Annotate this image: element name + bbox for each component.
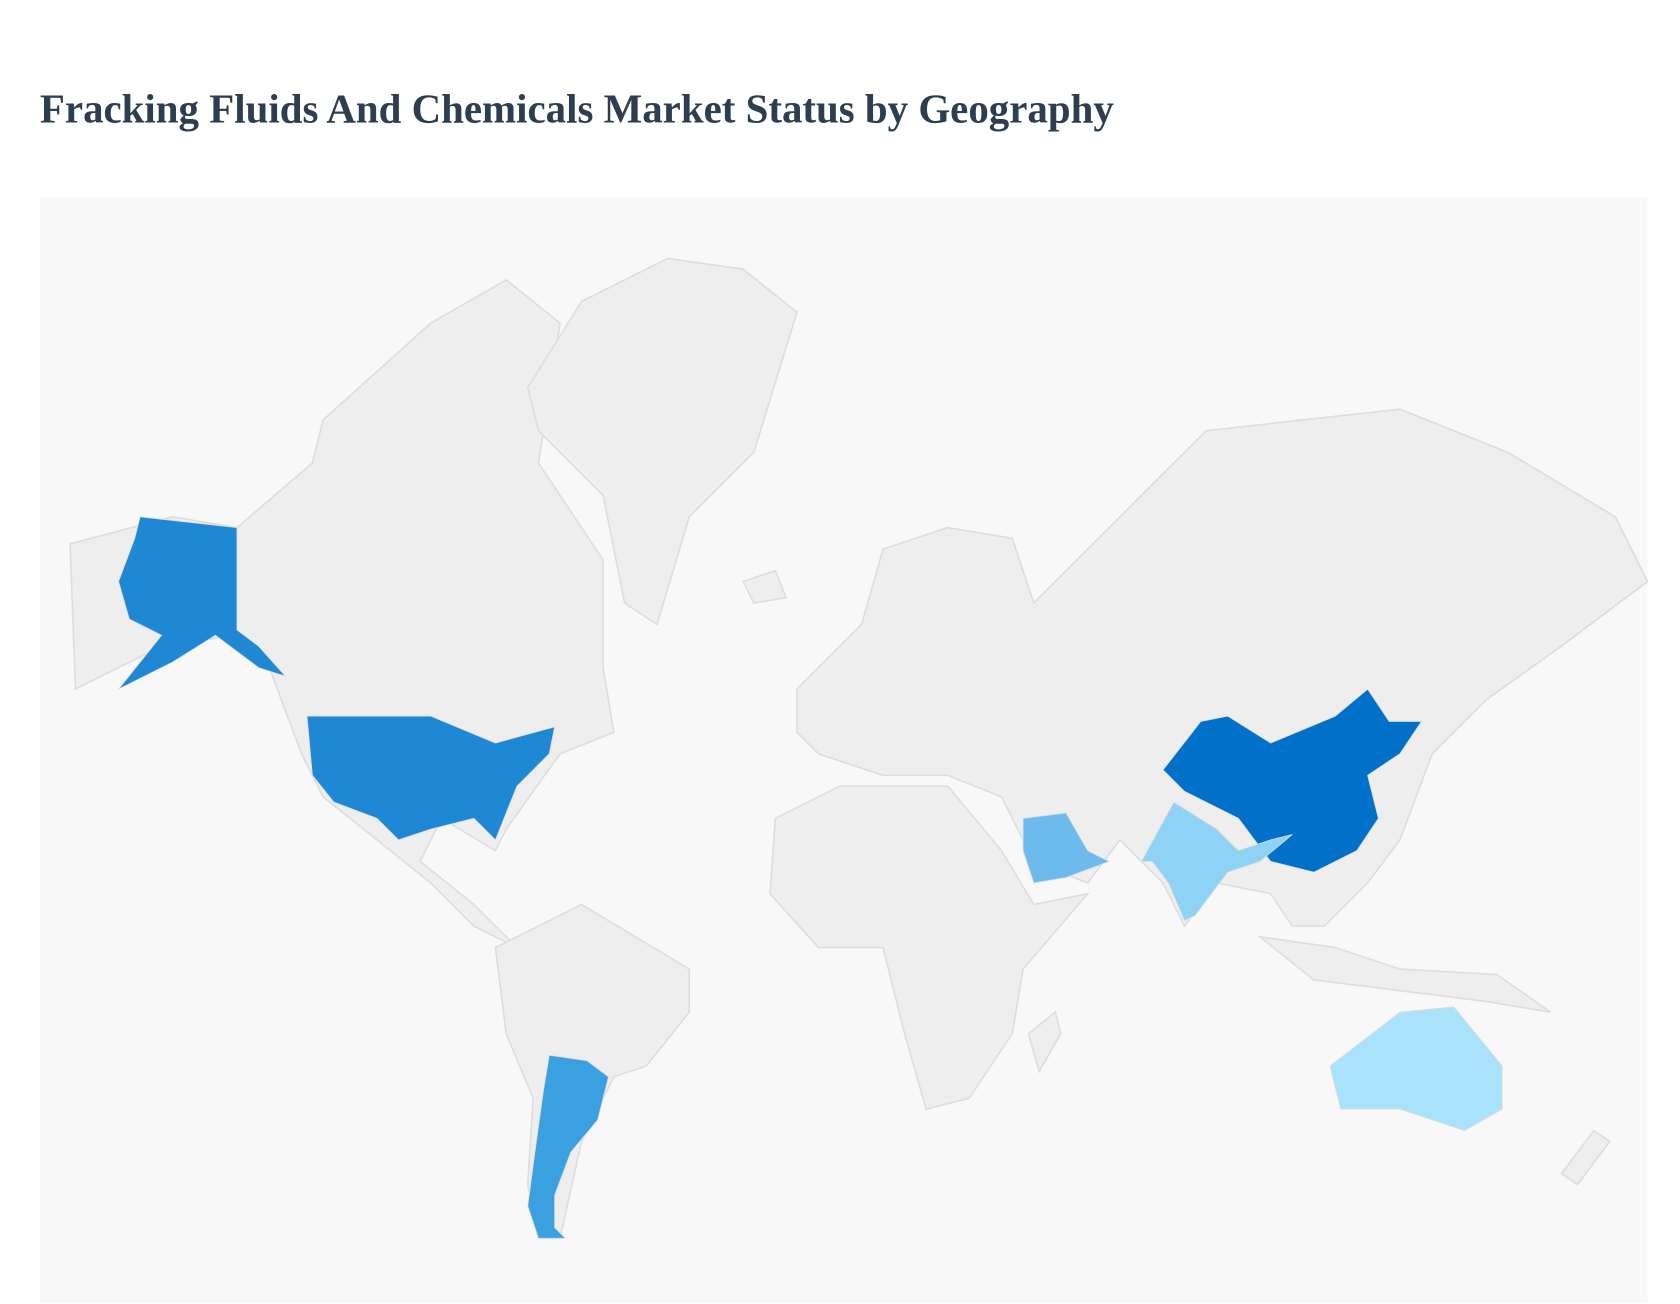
highlighted-country (527, 1054, 609, 1239)
highlighted-country (1329, 1006, 1503, 1132)
highlighted-country (1022, 812, 1111, 884)
land (741, 569, 788, 604)
highlighted-country (306, 715, 556, 841)
highlighted-country (1140, 801, 1293, 922)
page-title: Fracking Fluids And Chemicals Market Sta… (40, 86, 1114, 131)
land (1027, 1010, 1062, 1074)
land (1257, 935, 1552, 1013)
land (526, 257, 798, 626)
map (39, 197, 1649, 1303)
land (796, 408, 1649, 928)
land (769, 785, 1090, 1111)
highlighted-country (118, 516, 287, 690)
land (1560, 1129, 1612, 1186)
